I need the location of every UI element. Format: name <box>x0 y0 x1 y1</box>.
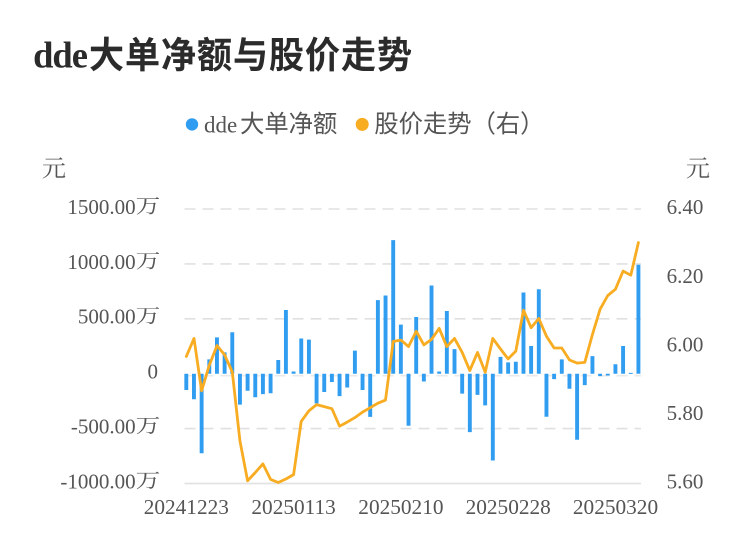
svg-text:20241223: 20241223 <box>144 495 229 519</box>
svg-text:6.20: 6.20 <box>667 264 704 288</box>
svg-text:20250210: 20250210 <box>358 495 443 519</box>
svg-text:dde: dde <box>33 34 88 75</box>
svg-text:5.80: 5.80 <box>667 401 704 425</box>
svg-text:20250113: 20250113 <box>251 495 335 519</box>
svg-text:6.00: 6.00 <box>667 332 704 356</box>
svg-text:-1000.00: -1000.00 <box>60 469 135 493</box>
svg-text:20250228: 20250228 <box>466 495 551 519</box>
svg-text:-500.00: -500.00 <box>71 415 136 439</box>
svg-text:20250320: 20250320 <box>573 495 658 519</box>
svg-text:6.40: 6.40 <box>667 195 704 219</box>
svg-text:5.60: 5.60 <box>667 470 704 494</box>
svg-text:1500.00: 1500.00 <box>67 195 135 219</box>
svg-text:0: 0 <box>148 360 159 384</box>
svg-text:dde: dde <box>204 112 237 137</box>
svg-text:500.00: 500.00 <box>78 305 136 329</box>
svg-text:1000.00: 1000.00 <box>67 250 135 274</box>
